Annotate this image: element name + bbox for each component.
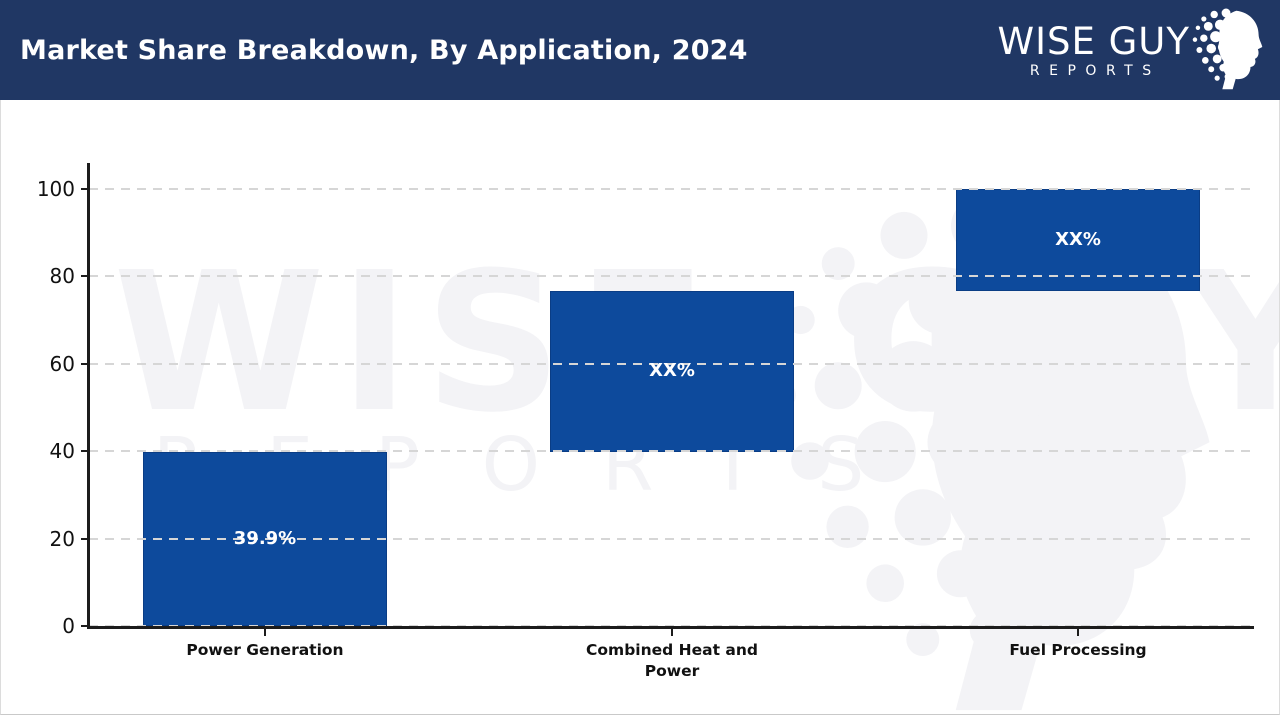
y-axis-line bbox=[87, 163, 90, 628]
bar-value-label: XX% bbox=[1055, 228, 1101, 250]
y-tick-mark bbox=[81, 188, 89, 190]
bar-value-label: 39.9% bbox=[233, 527, 297, 549]
gridline bbox=[89, 537, 1254, 540]
y-tick-mark bbox=[81, 625, 89, 627]
y-tick-label: 20 bbox=[49, 526, 75, 551]
x-tick-label: Fuel Processing bbox=[1009, 641, 1147, 659]
y-tick-mark bbox=[81, 450, 89, 453]
gridline bbox=[89, 275, 1254, 278]
x-tick-label: Combined Heat and Power bbox=[586, 641, 758, 680]
y-tick-label: 40 bbox=[49, 439, 75, 464]
bar-value-label: XX% bbox=[649, 360, 695, 382]
x-tick-mark bbox=[1077, 628, 1079, 636]
x-axis-line bbox=[87, 626, 1254, 629]
y-tick-label: 60 bbox=[49, 351, 75, 376]
y-tick-mark bbox=[81, 537, 89, 540]
gridline bbox=[89, 362, 1254, 365]
bar-segment bbox=[956, 189, 1200, 291]
logo-wordmark: WISE GUY bbox=[997, 19, 1190, 63]
plot-area: 39.9% XX% XX% 0 20 40 60 80 100 Power Generation C… bbox=[1, 100, 1279, 714]
bar-segment bbox=[550, 290, 794, 452]
wise-guy-reports-logo: WISE GUY REPORTS bbox=[998, 8, 1266, 92]
x-tick-mark bbox=[671, 628, 673, 636]
gridline bbox=[89, 188, 1254, 190]
page-title: Market Share Breakdown, By Application, … bbox=[20, 34, 748, 66]
y-tick-label: 100 bbox=[36, 177, 75, 201]
logo-reports-label: REPORTS bbox=[1029, 62, 1161, 79]
y-tick-mark bbox=[81, 275, 89, 278]
y-tick-label: 0 bbox=[62, 614, 75, 638]
header: Market Share Breakdown, By Application, … bbox=[0, 0, 1280, 100]
logo-text: WISE GUY REPORTS bbox=[998, 23, 1190, 78]
x-tick-label: Power Generation bbox=[186, 641, 344, 659]
y-tick-label: 80 bbox=[49, 264, 75, 289]
chart-panel: WISE GUY REPORTS 39.9%XX%XX%020406080100… bbox=[0, 100, 1280, 715]
wiseguy-head-icon bbox=[1192, 8, 1266, 92]
y-tick-mark bbox=[81, 362, 89, 365]
gridline bbox=[89, 450, 1254, 453]
x-tick-mark bbox=[264, 628, 266, 636]
